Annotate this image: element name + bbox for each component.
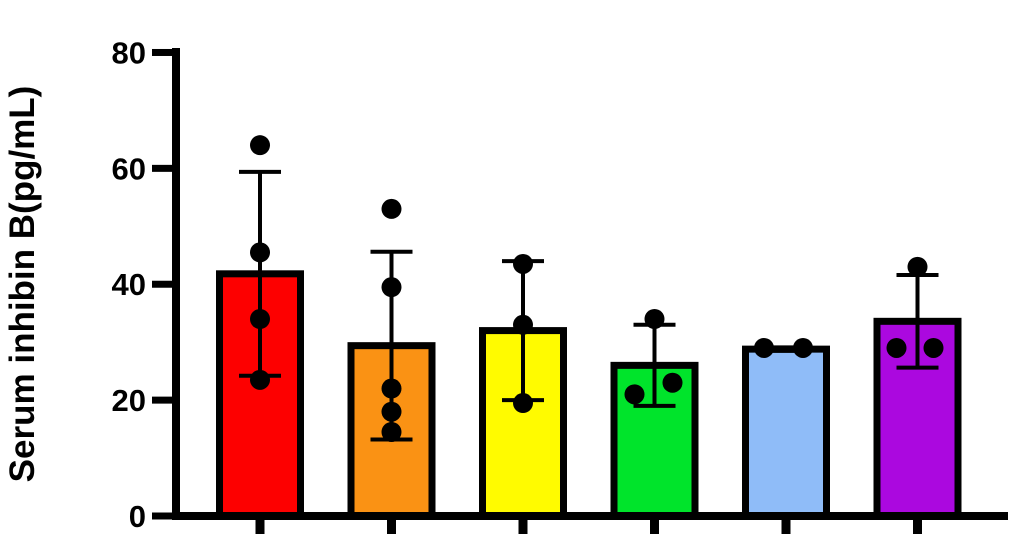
y-axis-title: Serum inhibin B(pg/mL) [3, 86, 42, 483]
x-tick-group-3 [518, 520, 528, 534]
data-point-group-3-1 [513, 253, 533, 274]
x-tick-group-4 [650, 520, 659, 534]
y-tick-label-20: 20 [112, 383, 146, 418]
data-point-group-4-2 [662, 372, 683, 393]
data-point-group-1-3 [250, 309, 270, 330]
data-point-group-2-3 [381, 378, 402, 399]
y-tick-40 [152, 280, 172, 288]
data-point-group-2-5 [381, 421, 402, 442]
data-point-group-6-3 [923, 337, 944, 358]
x-tick-group-5 [781, 520, 791, 534]
data-point-group-3-3 [513, 393, 533, 414]
x-tick-group-2 [387, 520, 396, 534]
x-tick-group-6 [913, 520, 922, 534]
y-tick-label-60: 60 [112, 151, 146, 186]
y-tick-0 [152, 512, 172, 520]
y-axis-line [172, 48, 180, 520]
y-tick-label-80: 80 [112, 35, 146, 70]
data-point-group-5-1 [754, 337, 774, 358]
x-axis-line [172, 512, 1008, 520]
bar-group-5 [742, 345, 830, 520]
data-point-group-1-2 [250, 242, 270, 263]
x-tick-group-1 [255, 520, 265, 534]
y-tick-60 [152, 164, 172, 172]
data-point-group-4-3 [624, 384, 645, 405]
plot-area: 0 20 40 60 80 [112, 35, 1008, 534]
data-point-group-5-2 [793, 337, 813, 358]
data-point-group-2-4 [381, 401, 402, 422]
data-point-group-6-2 [886, 337, 907, 358]
data-point-group-1-1 [250, 135, 270, 156]
data-point-group-6-1 [907, 256, 928, 277]
data-point-group-2-2 [381, 277, 402, 298]
y-tick-label-0: 0 [129, 499, 146, 534]
data-point-group-2-1 [381, 198, 402, 219]
y-tick-label-40: 40 [112, 267, 146, 302]
data-point-group-1-4 [250, 369, 270, 390]
data-point-group-4-1 [644, 309, 665, 330]
y-tick-20 [152, 396, 172, 404]
y-tick-80 [152, 48, 172, 56]
data-point-group-3-2 [513, 314, 533, 335]
